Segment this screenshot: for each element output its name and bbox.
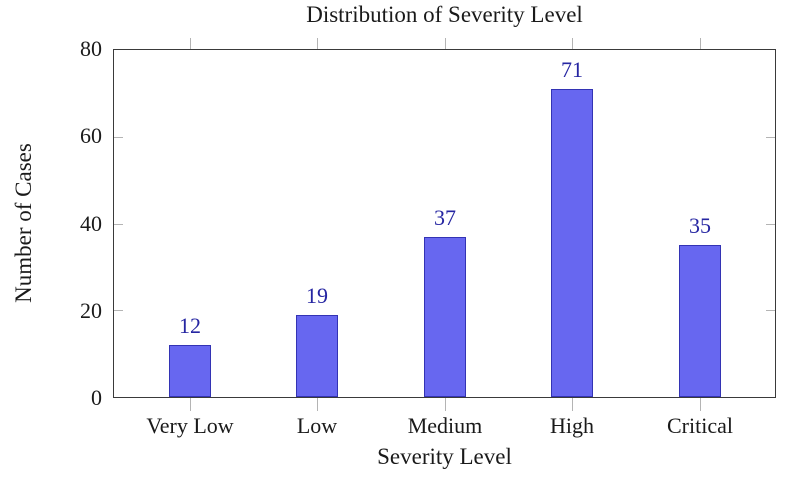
bar-value-label: 35 (689, 213, 711, 238)
x-tick-label: Critical (667, 413, 733, 438)
x-tick-mark (190, 38, 191, 49)
x-axis-title: Severity Level (377, 444, 512, 469)
y-tick-mark (114, 137, 123, 138)
y-tick-mark (114, 224, 123, 225)
y-tick-mark (114, 310, 123, 311)
chart-title: Distribution of Severity Level (306, 2, 583, 27)
x-tick-mark (317, 38, 318, 49)
y-tick-label: 40 (80, 211, 102, 236)
x-tick-mark (190, 398, 191, 411)
x-tick-mark (700, 38, 701, 49)
y-tick-mark (766, 224, 775, 225)
bar-low (296, 315, 338, 397)
bar-medium (424, 237, 466, 397)
x-tick-label: Medium (407, 413, 483, 438)
x-tick-mark (572, 398, 573, 411)
y-tick-label: 60 (80, 123, 102, 148)
bar-critical (679, 245, 721, 397)
x-tick-label: High (550, 413, 594, 438)
x-tick-mark (317, 398, 318, 411)
y-tick-label: 0 (91, 385, 102, 410)
bar-value-label: 71 (561, 57, 583, 82)
bar-high (551, 89, 593, 397)
bar-value-label: 19 (306, 283, 328, 308)
x-tick-mark (572, 38, 573, 49)
x-tick-mark (700, 398, 701, 411)
bar-value-label: 37 (434, 205, 456, 230)
y-tick-label: 20 (80, 298, 102, 323)
bar-value-label: 12 (179, 313, 201, 338)
x-tick-label: Very Low (146, 413, 234, 438)
y-tick-mark (766, 310, 775, 311)
bar-very-low (169, 345, 211, 397)
y-tick-mark (766, 137, 775, 138)
x-tick-mark (445, 398, 446, 411)
plot-area: 12 19 37 71 35 (113, 49, 776, 398)
x-tick-mark (445, 38, 446, 49)
y-tick-label: 80 (80, 36, 102, 61)
x-tick-label: Low (296, 413, 338, 438)
